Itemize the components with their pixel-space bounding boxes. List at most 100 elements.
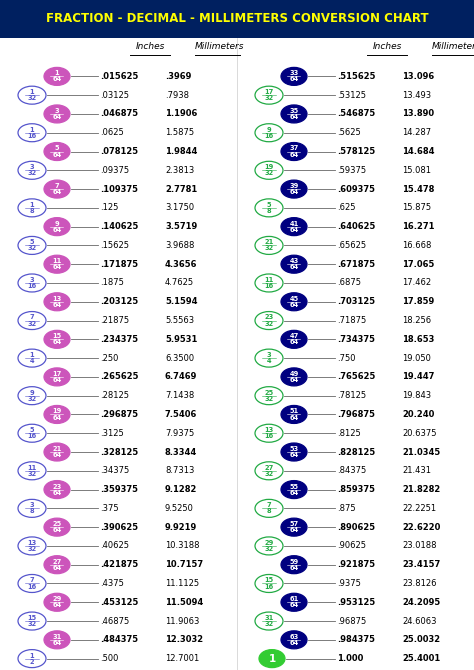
Text: 16.668: 16.668 bbox=[402, 241, 431, 250]
Text: .796875: .796875 bbox=[337, 410, 375, 419]
Text: 32: 32 bbox=[27, 95, 36, 101]
Ellipse shape bbox=[44, 368, 70, 386]
Text: 12.3032: 12.3032 bbox=[165, 635, 203, 645]
Text: 21: 21 bbox=[52, 446, 62, 452]
Text: .875: .875 bbox=[337, 504, 356, 513]
Ellipse shape bbox=[44, 518, 70, 536]
Ellipse shape bbox=[255, 274, 283, 292]
Ellipse shape bbox=[44, 68, 70, 85]
Text: .734375: .734375 bbox=[337, 335, 375, 344]
Text: .515625: .515625 bbox=[337, 72, 375, 81]
Text: .953125: .953125 bbox=[337, 598, 375, 607]
Ellipse shape bbox=[18, 161, 46, 180]
Ellipse shape bbox=[18, 499, 46, 517]
Text: 14.287: 14.287 bbox=[402, 128, 431, 137]
Text: 1.000: 1.000 bbox=[337, 654, 364, 663]
Text: 64: 64 bbox=[52, 565, 62, 571]
Text: Inches: Inches bbox=[372, 42, 401, 51]
Text: 17: 17 bbox=[264, 89, 273, 95]
Ellipse shape bbox=[255, 612, 283, 630]
Ellipse shape bbox=[255, 349, 283, 367]
Text: 29: 29 bbox=[52, 596, 62, 602]
Text: .640625: .640625 bbox=[337, 222, 375, 231]
Ellipse shape bbox=[255, 161, 283, 180]
Text: 13.890: 13.890 bbox=[402, 109, 434, 119]
Ellipse shape bbox=[255, 124, 283, 142]
Text: 3.9688: 3.9688 bbox=[165, 241, 194, 250]
Text: 10.3188: 10.3188 bbox=[165, 541, 200, 551]
Text: .15625: .15625 bbox=[100, 241, 129, 250]
Ellipse shape bbox=[255, 574, 283, 592]
Text: 7: 7 bbox=[30, 314, 34, 320]
Text: 8: 8 bbox=[30, 208, 34, 214]
Text: 47: 47 bbox=[289, 333, 299, 339]
Text: 2: 2 bbox=[30, 659, 34, 665]
Text: .609375: .609375 bbox=[337, 184, 375, 194]
Text: 32: 32 bbox=[27, 245, 36, 251]
Text: 11.9063: 11.9063 bbox=[165, 616, 200, 626]
Ellipse shape bbox=[18, 537, 46, 555]
Text: 23.8126: 23.8126 bbox=[402, 579, 437, 588]
Text: 25.4001: 25.4001 bbox=[402, 654, 440, 663]
Text: 64: 64 bbox=[289, 76, 299, 82]
Text: .750: .750 bbox=[337, 354, 356, 362]
Text: 14.684: 14.684 bbox=[402, 147, 435, 156]
Text: 64: 64 bbox=[52, 452, 62, 458]
Text: .34375: .34375 bbox=[100, 466, 129, 475]
Text: 21.0345: 21.0345 bbox=[402, 448, 440, 456]
Ellipse shape bbox=[18, 462, 46, 480]
Text: 21: 21 bbox=[264, 239, 273, 245]
Text: 64: 64 bbox=[289, 189, 299, 195]
Ellipse shape bbox=[44, 443, 70, 461]
Text: 11.1125: 11.1125 bbox=[165, 579, 199, 588]
Text: .71875: .71875 bbox=[337, 316, 366, 325]
Text: 6.7469: 6.7469 bbox=[165, 373, 197, 381]
Ellipse shape bbox=[281, 293, 307, 311]
Text: .6875: .6875 bbox=[337, 279, 361, 287]
Text: 11: 11 bbox=[27, 465, 36, 471]
Text: .234375: .234375 bbox=[100, 335, 138, 344]
Text: 3: 3 bbox=[267, 352, 271, 358]
Text: 8: 8 bbox=[30, 509, 34, 515]
Text: 64: 64 bbox=[289, 602, 299, 608]
Text: 4: 4 bbox=[267, 358, 271, 364]
Text: 27: 27 bbox=[52, 559, 62, 565]
Text: 35: 35 bbox=[290, 108, 299, 114]
Text: 31: 31 bbox=[264, 615, 273, 621]
Ellipse shape bbox=[255, 424, 283, 442]
Text: 13.493: 13.493 bbox=[402, 90, 431, 100]
Text: 64: 64 bbox=[289, 264, 299, 270]
Text: 32: 32 bbox=[264, 245, 273, 251]
Text: .3125: .3125 bbox=[100, 429, 124, 438]
Text: .4375: .4375 bbox=[100, 579, 124, 588]
Text: 27: 27 bbox=[264, 465, 273, 471]
Text: .7938: .7938 bbox=[165, 90, 189, 100]
Text: 64: 64 bbox=[52, 302, 62, 308]
Text: 16: 16 bbox=[27, 584, 36, 590]
Text: 17: 17 bbox=[52, 371, 62, 377]
Text: 32: 32 bbox=[264, 396, 273, 402]
Text: 64: 64 bbox=[289, 640, 299, 646]
Text: 64: 64 bbox=[289, 226, 299, 232]
Text: 25: 25 bbox=[53, 521, 62, 527]
Ellipse shape bbox=[44, 255, 70, 273]
Ellipse shape bbox=[281, 180, 307, 198]
Text: 15: 15 bbox=[53, 333, 62, 339]
Text: .328125: .328125 bbox=[100, 448, 138, 456]
Text: .84375: .84375 bbox=[337, 466, 366, 475]
Ellipse shape bbox=[18, 612, 46, 630]
Text: 7.1438: 7.1438 bbox=[165, 391, 194, 400]
Text: 8: 8 bbox=[267, 208, 271, 214]
Text: 15: 15 bbox=[27, 615, 36, 621]
Text: 29: 29 bbox=[264, 540, 273, 546]
Text: Millimeters: Millimeters bbox=[432, 42, 474, 51]
Text: 16: 16 bbox=[264, 283, 273, 289]
Text: .03125: .03125 bbox=[100, 90, 129, 100]
Text: 64: 64 bbox=[52, 226, 62, 232]
Text: 19: 19 bbox=[52, 409, 62, 414]
Text: 23: 23 bbox=[264, 314, 273, 320]
Text: 41: 41 bbox=[289, 220, 299, 226]
Text: .78125: .78125 bbox=[337, 391, 366, 400]
Text: 53: 53 bbox=[290, 446, 299, 452]
Ellipse shape bbox=[255, 537, 283, 555]
